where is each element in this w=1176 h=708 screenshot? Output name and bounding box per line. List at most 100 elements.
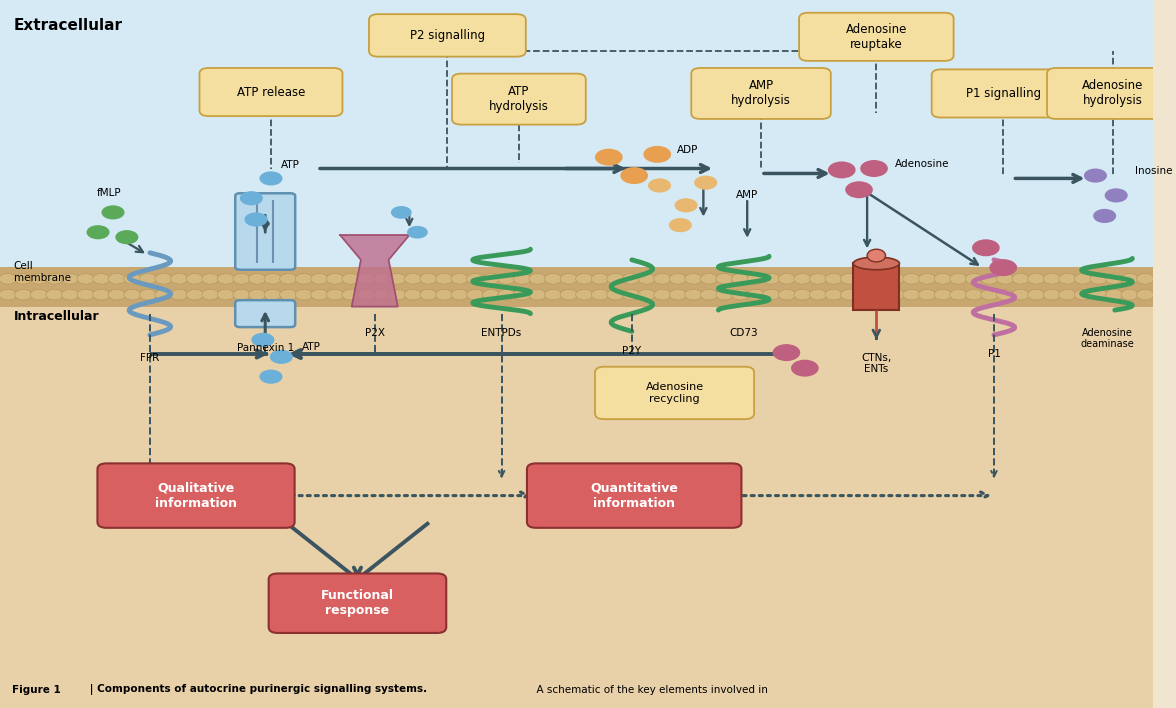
Circle shape bbox=[252, 333, 274, 347]
Circle shape bbox=[61, 273, 79, 284]
Text: A schematic of the key elements involved in: A schematic of the key elements involved… bbox=[530, 685, 768, 695]
FancyBboxPatch shape bbox=[235, 193, 295, 270]
FancyBboxPatch shape bbox=[268, 573, 446, 633]
Circle shape bbox=[669, 273, 687, 284]
Bar bbox=[0, 307, 1154, 708]
Text: P2Y: P2Y bbox=[622, 346, 641, 355]
Circle shape bbox=[871, 290, 889, 300]
Circle shape bbox=[15, 290, 32, 300]
Circle shape bbox=[155, 273, 172, 284]
Circle shape bbox=[514, 290, 530, 300]
Circle shape bbox=[622, 290, 640, 300]
Circle shape bbox=[260, 370, 282, 384]
Circle shape bbox=[809, 290, 827, 300]
Circle shape bbox=[358, 273, 375, 284]
Text: ENTPDs: ENTPDs bbox=[481, 328, 522, 338]
Text: Extracellular: Extracellular bbox=[14, 18, 122, 33]
Circle shape bbox=[46, 290, 64, 300]
Circle shape bbox=[482, 273, 500, 284]
Circle shape bbox=[529, 273, 546, 284]
Circle shape bbox=[607, 273, 624, 284]
Circle shape bbox=[171, 273, 188, 284]
Circle shape bbox=[871, 273, 889, 284]
Ellipse shape bbox=[854, 257, 900, 270]
Circle shape bbox=[269, 350, 293, 364]
Circle shape bbox=[1043, 273, 1061, 284]
Circle shape bbox=[989, 259, 1017, 276]
Circle shape bbox=[918, 290, 936, 300]
Circle shape bbox=[233, 273, 250, 284]
Text: ADP: ADP bbox=[677, 145, 699, 155]
Circle shape bbox=[934, 273, 951, 284]
Circle shape bbox=[560, 290, 577, 300]
Circle shape bbox=[405, 290, 421, 300]
Circle shape bbox=[694, 176, 717, 190]
Circle shape bbox=[78, 273, 94, 284]
Circle shape bbox=[1137, 273, 1154, 284]
Circle shape bbox=[407, 226, 428, 239]
Text: Functional
response: Functional response bbox=[321, 589, 394, 617]
Circle shape bbox=[1121, 290, 1138, 300]
Circle shape bbox=[389, 290, 406, 300]
Circle shape bbox=[265, 273, 281, 284]
Circle shape bbox=[452, 273, 468, 284]
Circle shape bbox=[87, 225, 109, 239]
Circle shape bbox=[794, 290, 811, 300]
Circle shape bbox=[1075, 273, 1091, 284]
Circle shape bbox=[747, 273, 764, 284]
FancyBboxPatch shape bbox=[369, 14, 526, 57]
Circle shape bbox=[731, 290, 749, 300]
Circle shape bbox=[1084, 169, 1107, 183]
Text: Cell
membrane: Cell membrane bbox=[14, 261, 71, 283]
Circle shape bbox=[218, 290, 234, 300]
Circle shape bbox=[280, 290, 296, 300]
Circle shape bbox=[828, 161, 856, 178]
Circle shape bbox=[390, 206, 412, 219]
Circle shape bbox=[467, 290, 483, 300]
Polygon shape bbox=[340, 235, 409, 307]
Circle shape bbox=[934, 290, 951, 300]
Circle shape bbox=[716, 290, 733, 300]
Circle shape bbox=[747, 290, 764, 300]
Circle shape bbox=[654, 273, 670, 284]
Circle shape bbox=[903, 273, 920, 284]
Circle shape bbox=[888, 273, 904, 284]
Circle shape bbox=[240, 191, 263, 205]
Circle shape bbox=[675, 198, 697, 212]
Circle shape bbox=[544, 290, 562, 300]
Bar bbox=[0, 267, 1154, 307]
Circle shape bbox=[716, 273, 733, 284]
Text: Quantitative
information: Quantitative information bbox=[590, 481, 679, 510]
Circle shape bbox=[1090, 290, 1107, 300]
Circle shape bbox=[295, 290, 313, 300]
Circle shape bbox=[482, 290, 500, 300]
Circle shape bbox=[61, 290, 79, 300]
Circle shape bbox=[467, 273, 483, 284]
Circle shape bbox=[529, 290, 546, 300]
Circle shape bbox=[233, 290, 250, 300]
Circle shape bbox=[763, 273, 780, 284]
Circle shape bbox=[669, 218, 691, 232]
Circle shape bbox=[560, 273, 577, 284]
Circle shape bbox=[171, 290, 188, 300]
FancyBboxPatch shape bbox=[200, 68, 342, 116]
Circle shape bbox=[310, 290, 328, 300]
Circle shape bbox=[405, 273, 421, 284]
Circle shape bbox=[373, 290, 390, 300]
Bar bbox=[0, 267, 1154, 307]
Text: CTNs,
ENTs: CTNs, ENTs bbox=[861, 353, 891, 375]
Circle shape bbox=[841, 290, 857, 300]
Circle shape bbox=[1058, 290, 1076, 300]
Circle shape bbox=[576, 273, 593, 284]
Circle shape bbox=[595, 149, 622, 166]
Text: ATP: ATP bbox=[302, 342, 321, 352]
Circle shape bbox=[1043, 290, 1061, 300]
Circle shape bbox=[639, 290, 655, 300]
Circle shape bbox=[218, 273, 234, 284]
Bar bbox=[854, 263, 900, 310]
Circle shape bbox=[248, 290, 266, 300]
Circle shape bbox=[93, 290, 109, 300]
Circle shape bbox=[621, 167, 648, 184]
FancyBboxPatch shape bbox=[691, 68, 830, 119]
Circle shape bbox=[576, 290, 593, 300]
